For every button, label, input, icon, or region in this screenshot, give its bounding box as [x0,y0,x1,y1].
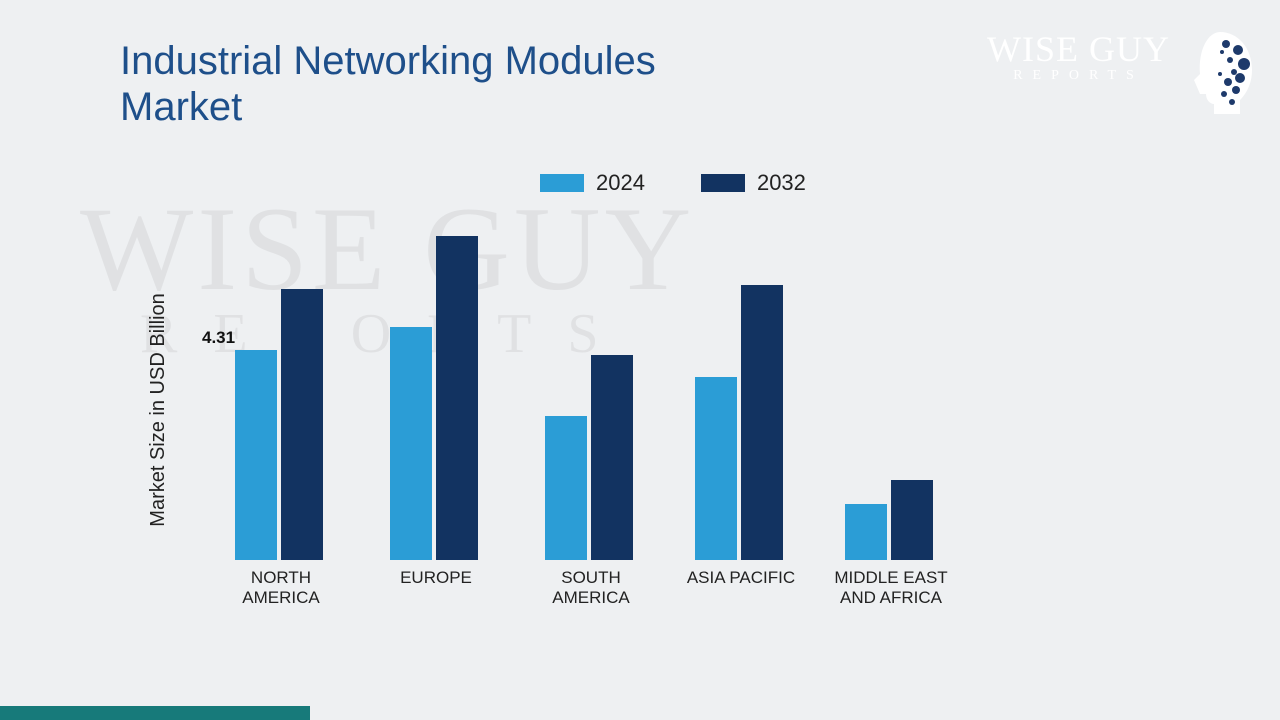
bar-2032 [281,289,323,560]
bar-2024 [235,350,277,560]
category-label: MIDDLE EAST AND AFRICA [826,568,956,607]
canvas: WISE GUY REPORTS Industrial Networking M… [0,0,1280,720]
bar-2024 [545,416,587,560]
chart-title: Industrial Networking Modules Market [120,38,740,130]
value-label: 4.31 [202,328,235,348]
bar-2024 [390,327,432,560]
category-label: EUROPE [371,568,501,588]
bar-2032 [591,355,633,560]
plot-area: NORTH AMERICAEUROPESOUTH AMERICAASIA PAC… [146,170,896,560]
bar-chart: Market Size in USD Billion NORTH AMERICA… [86,170,896,650]
bar-2032 [436,236,478,560]
bar-2024 [845,504,887,560]
bar-2024 [695,377,737,560]
bar-2032 [741,285,783,560]
logo-line2: REPORTS [987,68,1170,84]
category-label: ASIA PACIFIC [676,568,806,588]
logo-line1: WISE GUY [987,28,1170,70]
bar-2032 [891,480,933,560]
logo-head-icon [1180,30,1258,116]
category-label: NORTH AMERICA [216,568,346,607]
brand-logo: WISE GUY REPORTS [987,28,1170,84]
bottom-strip [0,706,310,720]
category-label: SOUTH AMERICA [526,568,656,607]
